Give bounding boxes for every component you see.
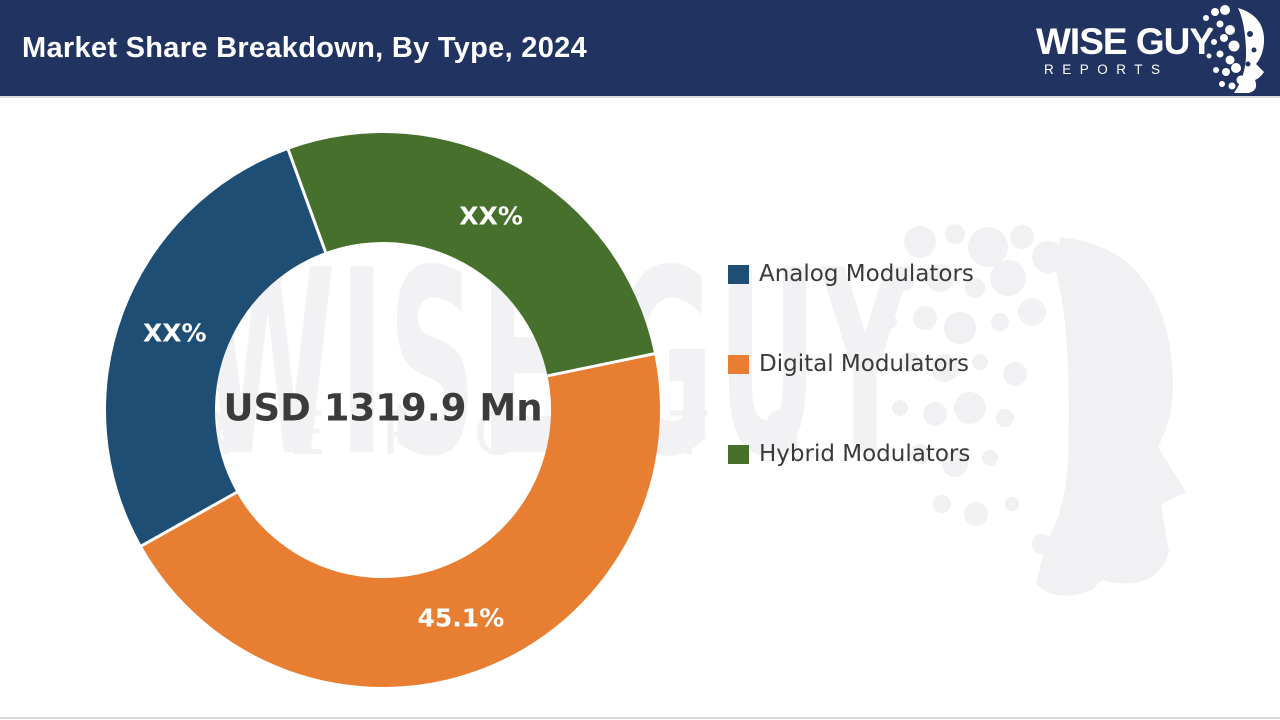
logo-text: WISE GUY (1036, 21, 1214, 62)
chart-center-value: USD 1319.9 Mn (223, 386, 543, 430)
slice-separator (546, 352, 656, 378)
donut-segment-analog-modulators (105, 149, 326, 546)
logo-face-profile-icon (1234, 8, 1265, 93)
legend-swatch-analog (728, 264, 749, 284)
chart-legend: Analog Modulators Digital Modulators Hyb… (728, 260, 974, 530)
legend-swatch-hybrid (728, 444, 749, 464)
legend-label: Hybrid Modulators (759, 441, 971, 467)
logo-face-dots-icon (1203, 5, 1246, 90)
logo-subtext: REPORTS (1044, 62, 1169, 77)
legend-item-digital-modulators: Digital Modulators (728, 350, 974, 378)
logo-face-inner-dots (1245, 31, 1257, 67)
slice-separator (139, 490, 239, 548)
watermark-reports: REPORTS (190, 399, 858, 469)
legend-swatch-digital (728, 354, 749, 374)
watermark-face-icon (883, 224, 1186, 596)
legend-label: Analog Modulators (759, 261, 974, 287)
legend-label: Digital Modulators (759, 351, 970, 377)
slice-label-digital-modulators: 45.1% (418, 603, 505, 632)
slice-label-hybrid-modulators: XX% (459, 202, 523, 231)
page-title: Market Share Breakdown, By Type, 2024 (22, 31, 588, 64)
footer-divider (0, 717, 1280, 719)
slice-separator (286, 148, 328, 254)
slice-label-analog-modulators: XX% (143, 318, 207, 347)
wiseguy-logo: WISE GUY REPORTS (1036, 5, 1265, 93)
donut-segment-hybrid-modulators (288, 132, 655, 376)
legend-item-analog-modulators: Analog Modulators (728, 260, 974, 288)
legend-item-hybrid-modulators: Hybrid Modulators (728, 440, 974, 468)
donut-segment-digital-modulators (141, 353, 661, 688)
header-bar: Market Share Breakdown, By Type, 2024 WI… (0, 0, 1280, 98)
